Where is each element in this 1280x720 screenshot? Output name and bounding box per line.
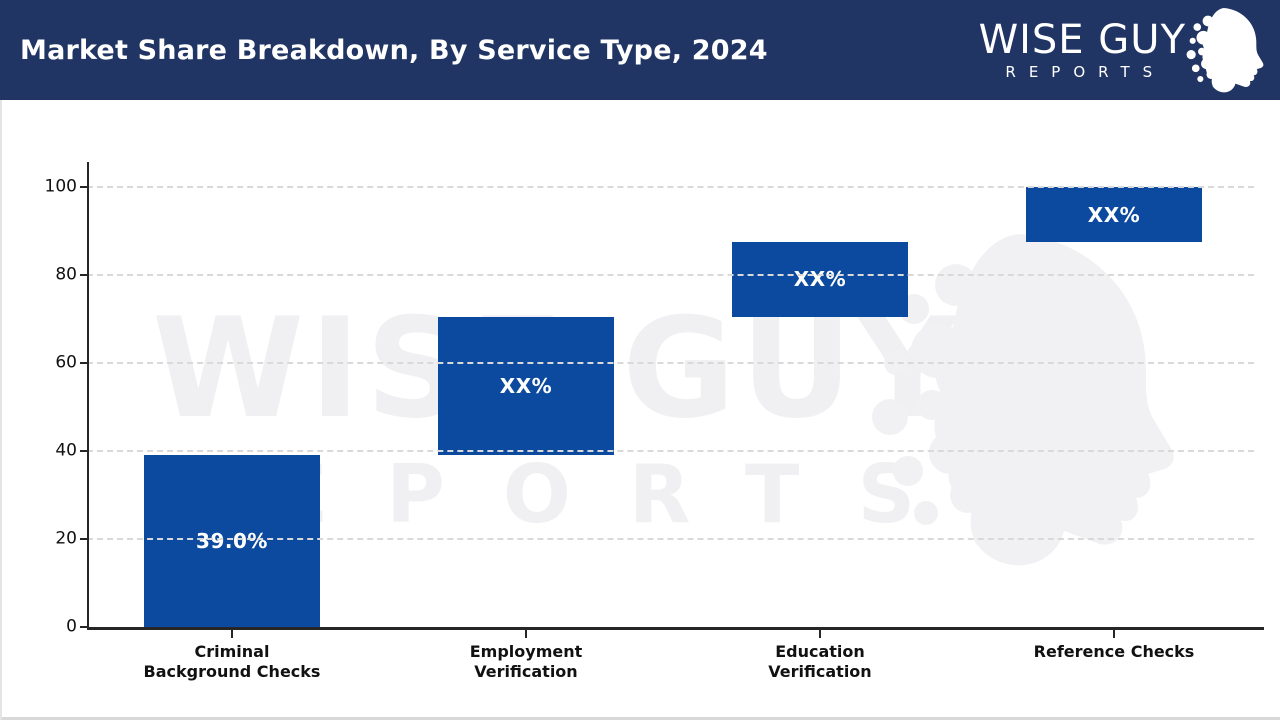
y-axis-tick-label: 40 (55, 440, 77, 461)
category-label-line: Criminal (194, 642, 270, 661)
category-label-line: Employment (469, 642, 583, 661)
y-axis-tick-label: 100 (44, 176, 77, 197)
x-axis-tick-mark (525, 630, 527, 638)
category-label-line: Verification (768, 662, 872, 681)
brand-name: WISE GUY (978, 16, 1186, 63)
y-axis-tick-mark (80, 186, 87, 188)
bar-value-label: XX% (1087, 202, 1141, 227)
y-axis-tick-mark (80, 626, 87, 628)
gridline (87, 362, 1254, 364)
x-axis-line (87, 627, 1264, 630)
bar-segment: 39.0% (144, 455, 320, 627)
bar-value-label: 39.0% (196, 529, 268, 554)
category-label-line: Education (775, 642, 865, 661)
y-axis-tick-label: 60 (55, 352, 77, 373)
bar-value-label: XX% (499, 374, 553, 399)
gridline (87, 538, 1254, 540)
chart-area: WISE GUY REPORTS 39.0% XX% XX% XX% 0 20 40 60 80… (0, 100, 1280, 720)
bottom-divider (2, 717, 1280, 720)
x-axis-category-label: Criminal Background Checks (82, 642, 382, 682)
category-label-line: Reference Checks (1033, 642, 1195, 661)
x-axis-tick-mark (231, 630, 233, 638)
brand-logo: WISE GUY REPORTS (979, 2, 1266, 98)
y-axis-tick-label: 80 (55, 264, 77, 285)
dotted-head-logo-icon (1186, 8, 1264, 93)
x-axis-category-label: Employment Verification (376, 642, 676, 682)
header-bar: Market Share Breakdown, By Service Type,… (0, 0, 1280, 100)
y-axis-tick-mark (80, 538, 87, 540)
bar-segment: XX% (1026, 187, 1202, 242)
category-label-line: Verification (474, 662, 578, 681)
bar-segment: XX% (438, 316, 614, 456)
y-axis-tick-mark (80, 362, 87, 364)
gridline (87, 274, 1254, 276)
x-axis-category-label: Reference Checks (964, 642, 1264, 662)
brand-subname: REPORTS (1005, 62, 1166, 81)
bar-segment: XX% (732, 242, 908, 317)
gridline (87, 186, 1254, 188)
category-label-line: Background Checks (143, 662, 321, 681)
y-axis-tick-mark (80, 450, 87, 452)
y-axis-tick-label: 20 (55, 528, 77, 549)
x-axis-tick-mark (1113, 630, 1115, 638)
x-axis-category-label: Education Verification (670, 642, 970, 682)
y-axis-tick-mark (80, 274, 87, 276)
gridline (87, 450, 1254, 452)
bar-value-label: XX% (793, 267, 847, 292)
y-axis-tick-label: 0 (66, 616, 77, 637)
y-axis-line (87, 162, 89, 630)
page-title: Market Share Breakdown, By Service Type,… (20, 34, 768, 66)
brand-wordmark: WISE GUY REPORTS (979, 20, 1186, 81)
x-axis-tick-mark (819, 630, 821, 638)
